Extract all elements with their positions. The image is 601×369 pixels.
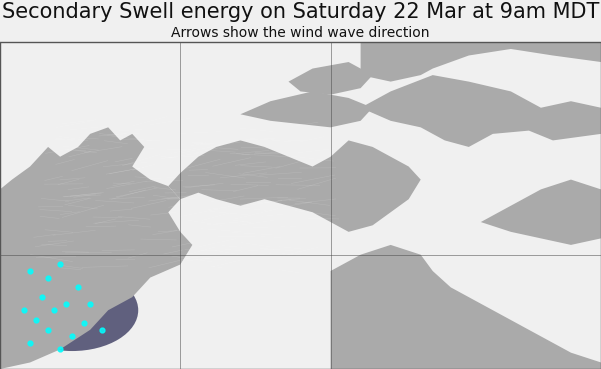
Polygon shape (481, 180, 601, 245)
Ellipse shape (6, 269, 138, 351)
Polygon shape (288, 62, 373, 95)
Polygon shape (361, 42, 601, 82)
Text: Secondary Swell energy on Saturday 22 Mar at 9am MDT: Secondary Swell energy on Saturday 22 Ma… (2, 2, 599, 22)
Polygon shape (168, 141, 421, 232)
Text: Arrows show the wind wave direction: Arrows show the wind wave direction (171, 26, 430, 40)
Polygon shape (0, 127, 192, 369)
Polygon shape (361, 75, 601, 147)
Polygon shape (331, 245, 601, 369)
Polygon shape (240, 92, 373, 127)
